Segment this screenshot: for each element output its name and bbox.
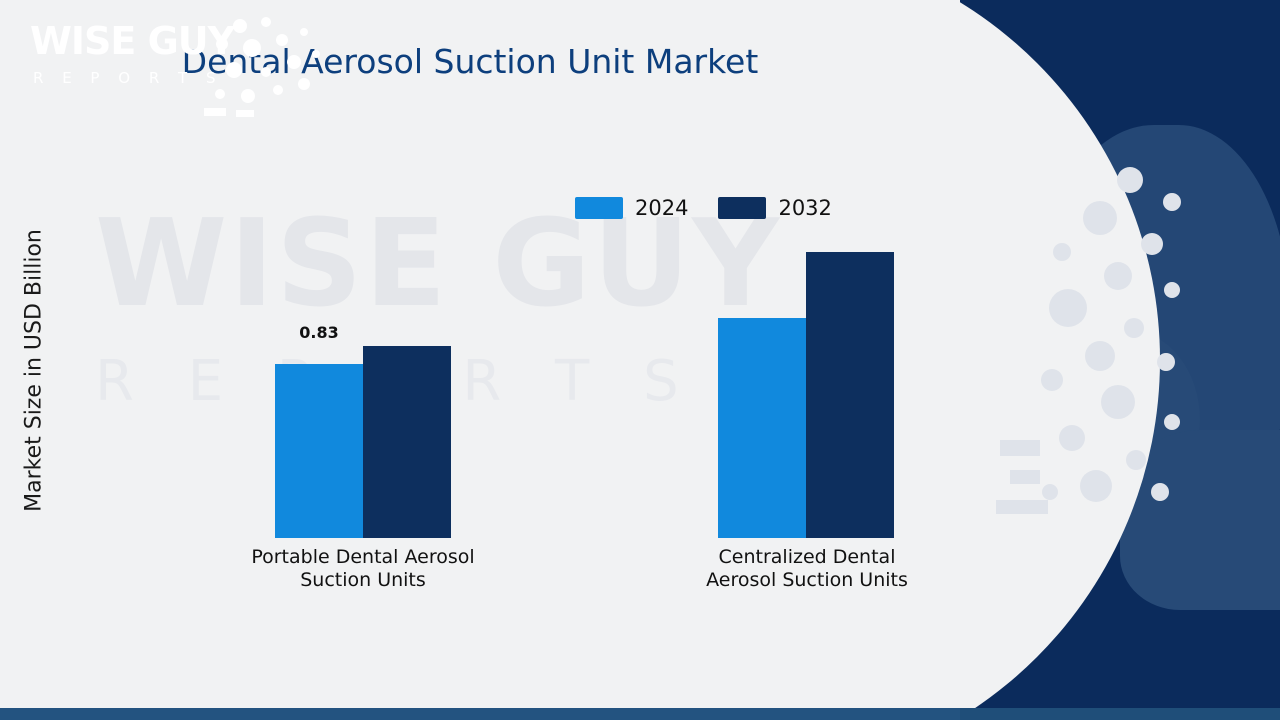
legend-item-2024[interactable]: 2024 [575, 196, 688, 220]
logo-dots-icon [204, 17, 320, 117]
logo-tagline: R E P O R T S [33, 69, 223, 87]
logo[interactable]: WISE GUY R E P O R T S [30, 17, 320, 117]
page-title: Dental Aerosol Suction Unit Market [181, 42, 759, 81]
category-label-portable: Portable Dental Aerosol Suction Units [251, 546, 475, 592]
bar-portable-2024[interactable] [275, 364, 363, 538]
chart-legend: 2024 2032 [575, 196, 832, 220]
legend-swatch-2032 [718, 197, 767, 219]
bar-group-portable: 0.83 [275, 150, 455, 538]
plot-region: 0.83 [110, 150, 930, 538]
y-axis-label: Market Size in USD Billion [21, 229, 47, 512]
bottom-strip-left [0, 708, 960, 720]
category-label-centralized: Centralized Dental Aerosol Suction Units [706, 546, 908, 592]
bar-centralized-2032[interactable] [806, 252, 894, 538]
bar-group-centralized [718, 150, 898, 538]
legend-label-2024: 2024 [635, 196, 689, 220]
chart-area: Dental Aerosol Suction Unit Market Marke… [21, 42, 930, 592]
bar-centralized-2024[interactable] [718, 318, 806, 538]
bar-value-portable-2024: 0.83 [299, 323, 339, 342]
bar-portable-2032[interactable] [363, 346, 451, 538]
brand-panel [960, 0, 1280, 720]
legend-label-2032: 2032 [778, 196, 832, 220]
logo-name: WISE GUY [30, 19, 235, 63]
legend-swatch-2024 [575, 197, 623, 219]
brain-dots-graphic [996, 167, 1181, 514]
legend-item-2032[interactable]: 2032 [718, 196, 832, 220]
